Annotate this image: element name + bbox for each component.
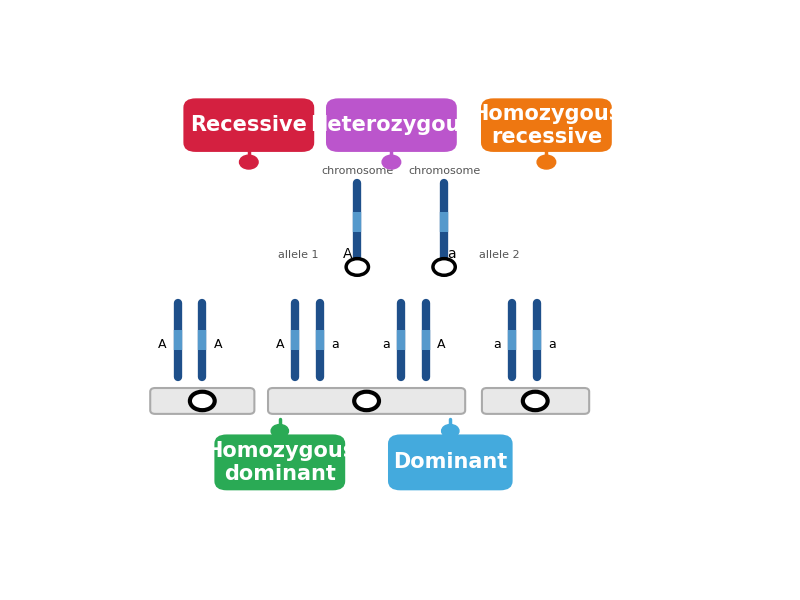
Text: A: A <box>214 338 222 351</box>
Circle shape <box>382 155 401 169</box>
Text: allele 2: allele 2 <box>479 250 520 260</box>
Text: a: a <box>447 247 456 262</box>
Circle shape <box>346 259 369 275</box>
Text: Dominant: Dominant <box>393 452 507 472</box>
Text: A: A <box>343 247 353 262</box>
FancyBboxPatch shape <box>481 98 612 152</box>
Text: a: a <box>331 338 339 351</box>
Circle shape <box>537 155 556 169</box>
Text: a: a <box>382 338 390 351</box>
FancyBboxPatch shape <box>214 434 346 490</box>
Circle shape <box>354 392 379 410</box>
Circle shape <box>433 259 455 275</box>
Text: a: a <box>548 338 556 351</box>
Text: allele 1: allele 1 <box>278 250 319 260</box>
Circle shape <box>271 425 289 437</box>
Text: chromosome: chromosome <box>321 166 394 176</box>
FancyBboxPatch shape <box>482 388 589 414</box>
Text: A: A <box>158 338 166 351</box>
Text: Homozygous
recessive: Homozygous recessive <box>471 104 622 147</box>
FancyBboxPatch shape <box>268 388 465 414</box>
FancyBboxPatch shape <box>326 98 457 152</box>
Text: A: A <box>276 338 284 351</box>
Circle shape <box>442 425 459 437</box>
Circle shape <box>190 392 214 410</box>
Circle shape <box>239 155 258 169</box>
FancyBboxPatch shape <box>183 98 314 152</box>
Text: A: A <box>437 338 445 351</box>
Circle shape <box>523 392 548 410</box>
Text: Heterozygous: Heterozygous <box>310 115 473 135</box>
Text: a: a <box>494 338 501 351</box>
Text: Homozygous
dominant: Homozygous dominant <box>205 441 355 484</box>
Text: Recessive: Recessive <box>190 115 307 135</box>
FancyBboxPatch shape <box>388 434 513 490</box>
FancyBboxPatch shape <box>150 388 254 414</box>
Text: chromosome: chromosome <box>408 166 480 176</box>
